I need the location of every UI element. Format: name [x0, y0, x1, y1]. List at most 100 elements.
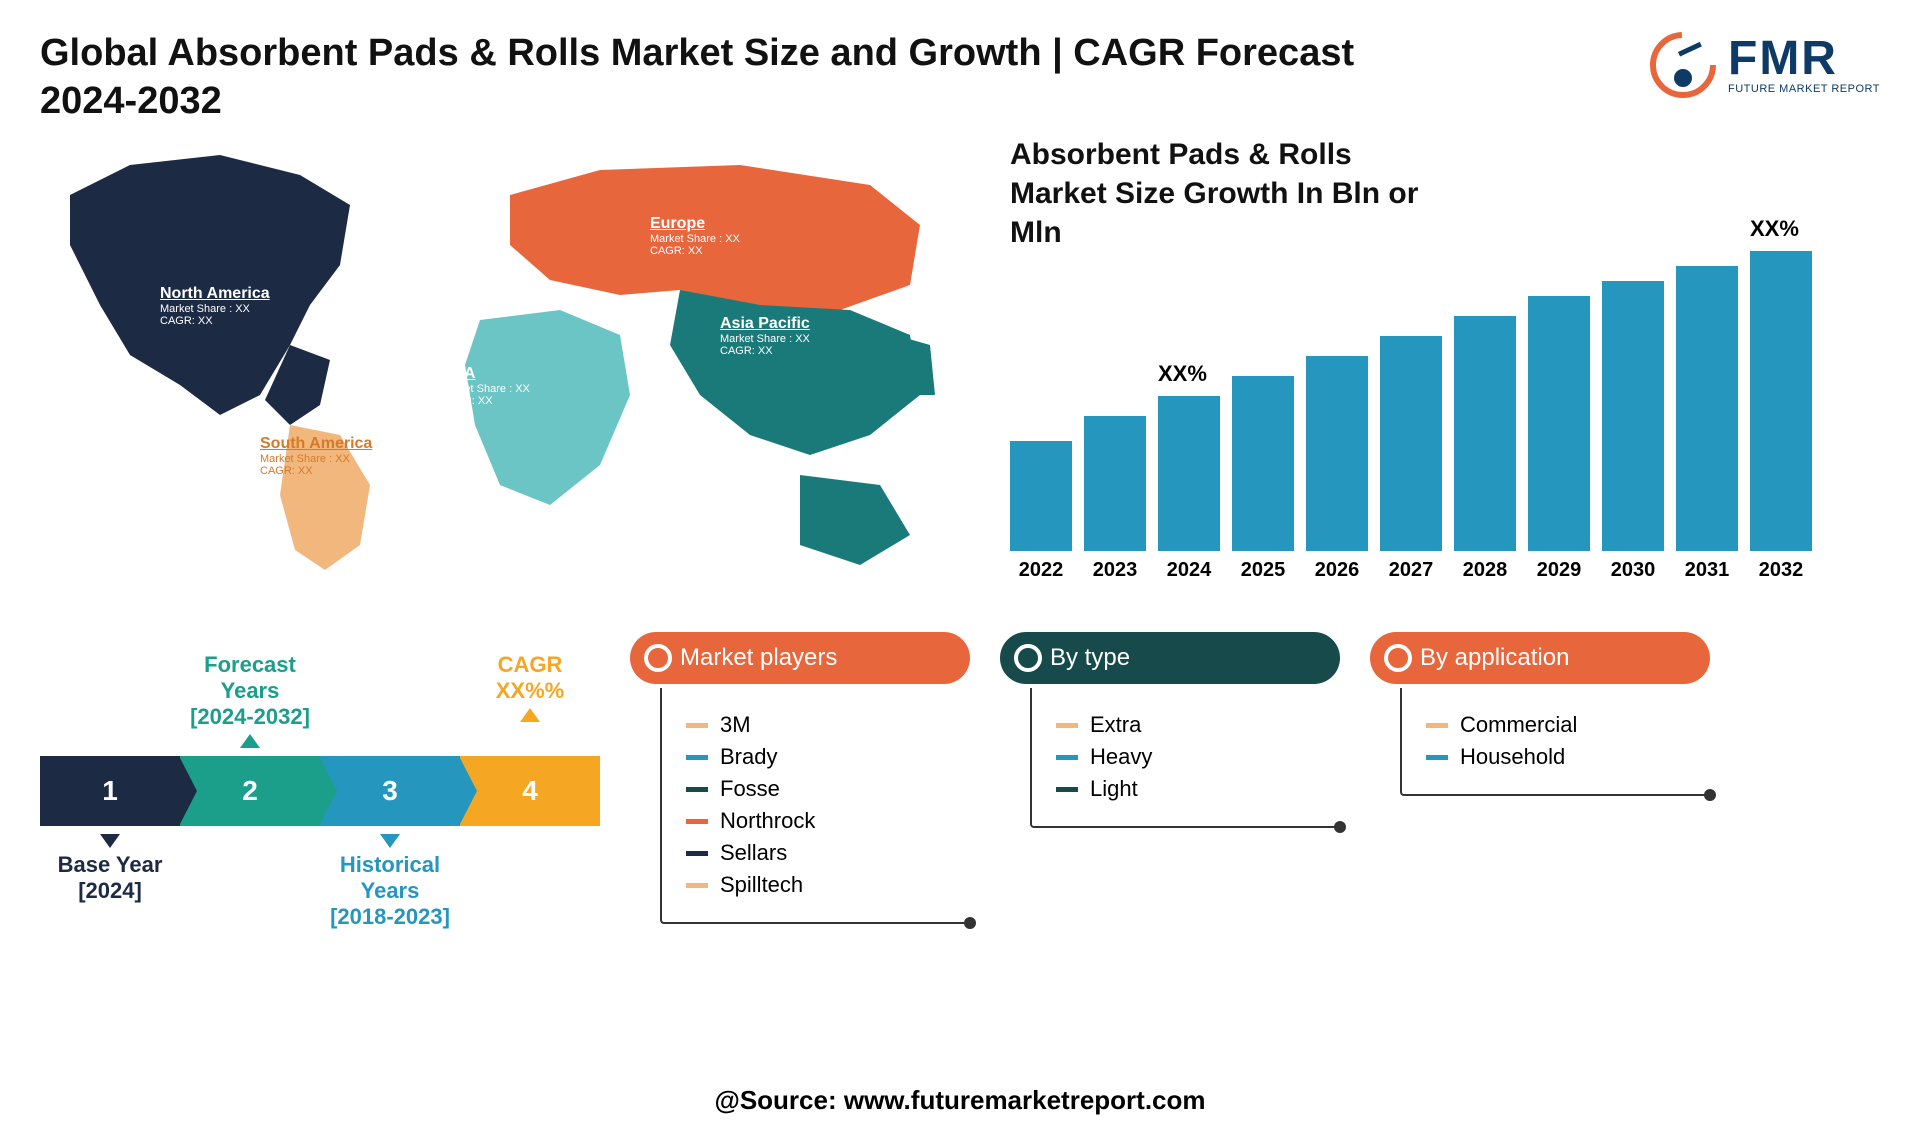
timeline-bar: 1 2 3 4 — [40, 756, 600, 826]
bar-2027: 2027 — [1380, 336, 1442, 582]
bar-rect — [1380, 336, 1442, 551]
bar-2026: 2026 — [1306, 356, 1368, 582]
bar-2022: 2022 — [1010, 441, 1072, 582]
by-type-header: By type — [1000, 632, 1340, 684]
dash-icon — [1056, 755, 1078, 760]
bar-year-label: 2027 — [1389, 559, 1434, 582]
bar-year-label: 2025 — [1241, 559, 1286, 582]
dash-icon — [686, 883, 708, 888]
list-item-label: Heavy — [1090, 744, 1152, 770]
source-attribution: @Source: www.futuremarketreport.com — [714, 1085, 1205, 1116]
main-row: North AmericaMarket Share : XXCAGR: XX So… — [40, 135, 1880, 582]
timeline-seg-2: 2 — [180, 756, 320, 826]
bar-rect: XX% — [1158, 396, 1220, 551]
logo-main: FMR — [1728, 35, 1880, 83]
bar-rect — [1232, 376, 1294, 551]
dash-icon — [1426, 755, 1448, 760]
region-label-mea: MEAMarket Share : XXCAGR: XX — [440, 365, 530, 407]
bar-rect — [1676, 266, 1738, 551]
list-item-label: Extra — [1090, 712, 1141, 738]
dash-icon — [1426, 723, 1448, 728]
list-item-label: Light — [1090, 776, 1138, 802]
bar-year-label: 2028 — [1463, 559, 1508, 582]
dash-icon — [686, 819, 708, 824]
page-title: Global Absorbent Pads & Rolls Market Siz… — [40, 30, 1390, 125]
logo-sub: FUTURE MARKET REPORT — [1728, 83, 1880, 95]
bar-2025: 2025 — [1232, 376, 1294, 582]
bar-rect — [1454, 316, 1516, 551]
bar-2032: XX%2032 — [1750, 251, 1812, 582]
header: Global Absorbent Pads & Rolls Market Siz… — [40, 30, 1880, 125]
logo-icon — [1648, 30, 1718, 100]
list-item-label: Fosse — [720, 776, 780, 802]
bar-2031: 2031 — [1676, 266, 1738, 582]
historical-label: Historical Years [2018-2023] — [320, 834, 460, 930]
cagr-label: CAGR XX%% — [460, 652, 600, 748]
bar-chart: 2022 2023 XX% 2024 2025 2026 2027 2028 2029 2030 2… — [1010, 272, 1880, 582]
bar-rect: XX% — [1750, 251, 1812, 551]
timeline-seg-3: 3 — [320, 756, 460, 826]
by-application-col: By application Commercial Household — [1370, 632, 1710, 796]
bar-rect — [1602, 281, 1664, 551]
region-label-eu: EuropeMarket Share : XXCAGR: XX — [650, 215, 740, 257]
by-type-list: Extra Heavy Light — [1030, 688, 1340, 828]
dash-icon — [686, 723, 708, 728]
bar-rect — [1528, 296, 1590, 551]
bar-2028: 2028 — [1454, 316, 1516, 582]
timeline: Forecast Years [2024-2032] CAGR XX%% 1 2… — [40, 632, 600, 930]
list-item: Heavy — [1056, 744, 1330, 770]
list-item: Light — [1056, 776, 1330, 802]
bar-year-label: 2023 — [1093, 559, 1138, 582]
list-item-label: Commercial — [1460, 712, 1577, 738]
bar-year-label: 2029 — [1537, 559, 1582, 582]
list-item: Extra — [1056, 712, 1330, 738]
list-item: Brady — [686, 744, 960, 770]
list-item: 3M — [686, 712, 960, 738]
bar-year-label: 2024 — [1167, 559, 1212, 582]
list-item: Sellars — [686, 840, 960, 866]
bar-rect — [1306, 356, 1368, 551]
list-item-label: Household — [1460, 744, 1565, 770]
bar-year-label: 2022 — [1019, 559, 1064, 582]
dash-icon — [686, 755, 708, 760]
bar-year-label: 2026 — [1315, 559, 1360, 582]
by-application-list: Commercial Household — [1400, 688, 1710, 796]
logo-text: FMR FUTURE MARKET REPORT — [1728, 35, 1880, 95]
bar-rect — [1084, 416, 1146, 551]
base-year-label: Base Year [2024] — [40, 834, 180, 930]
list-item: Spilltech — [686, 872, 960, 898]
region-label-sa: South AmericaMarket Share : XXCAGR: XX — [260, 435, 372, 477]
forecast-label: Forecast Years [2024-2032] — [180, 652, 320, 748]
market-players-col: Market players 3M Brady Fosse Northrock Sell… — [630, 632, 970, 924]
region-label-na: North AmericaMarket Share : XXCAGR: XX — [160, 285, 270, 327]
bar-2024: XX% 2024 — [1158, 396, 1220, 582]
chart-title: Absorbent Pads & Rolls Market Size Growt… — [1010, 135, 1430, 252]
list-item: Northrock — [686, 808, 960, 834]
market-players-list: 3M Brady Fosse Northrock Sellars Spilltech — [660, 688, 970, 924]
bar-rect — [1010, 441, 1072, 551]
market-players-header: Market players — [630, 632, 970, 684]
bar-2023: 2023 — [1084, 416, 1146, 582]
dash-icon — [686, 787, 708, 792]
list-item-label: Spilltech — [720, 872, 803, 898]
dash-icon — [1056, 723, 1078, 728]
region-label-ap: Asia PacificMarket Share : XXCAGR: XX — [720, 315, 810, 357]
bar-chart-section: Absorbent Pads & Rolls Market Size Growt… — [990, 135, 1880, 582]
bar-2029: 2029 — [1528, 296, 1590, 582]
bar-year-label: 2030 — [1611, 559, 1656, 582]
bar-2030: 2030 — [1602, 281, 1664, 582]
by-type-col: By type Extra Heavy Light — [1000, 632, 1340, 828]
list-item: Household — [1426, 744, 1700, 770]
timeline-seg-1: 1 — [40, 756, 180, 826]
logo: FMR FUTURE MARKET REPORT — [1648, 30, 1880, 100]
world-map: North AmericaMarket Share : XXCAGR: XX So… — [40, 135, 960, 575]
list-item: Commercial — [1426, 712, 1700, 738]
list-item-label: Sellars — [720, 840, 787, 866]
list-item-label: Northrock — [720, 808, 815, 834]
dash-icon — [686, 851, 708, 856]
list-item: Fosse — [686, 776, 960, 802]
list-item-label: Brady — [720, 744, 777, 770]
by-application-header: By application — [1370, 632, 1710, 684]
map-svg — [40, 135, 960, 575]
dash-icon — [1056, 787, 1078, 792]
